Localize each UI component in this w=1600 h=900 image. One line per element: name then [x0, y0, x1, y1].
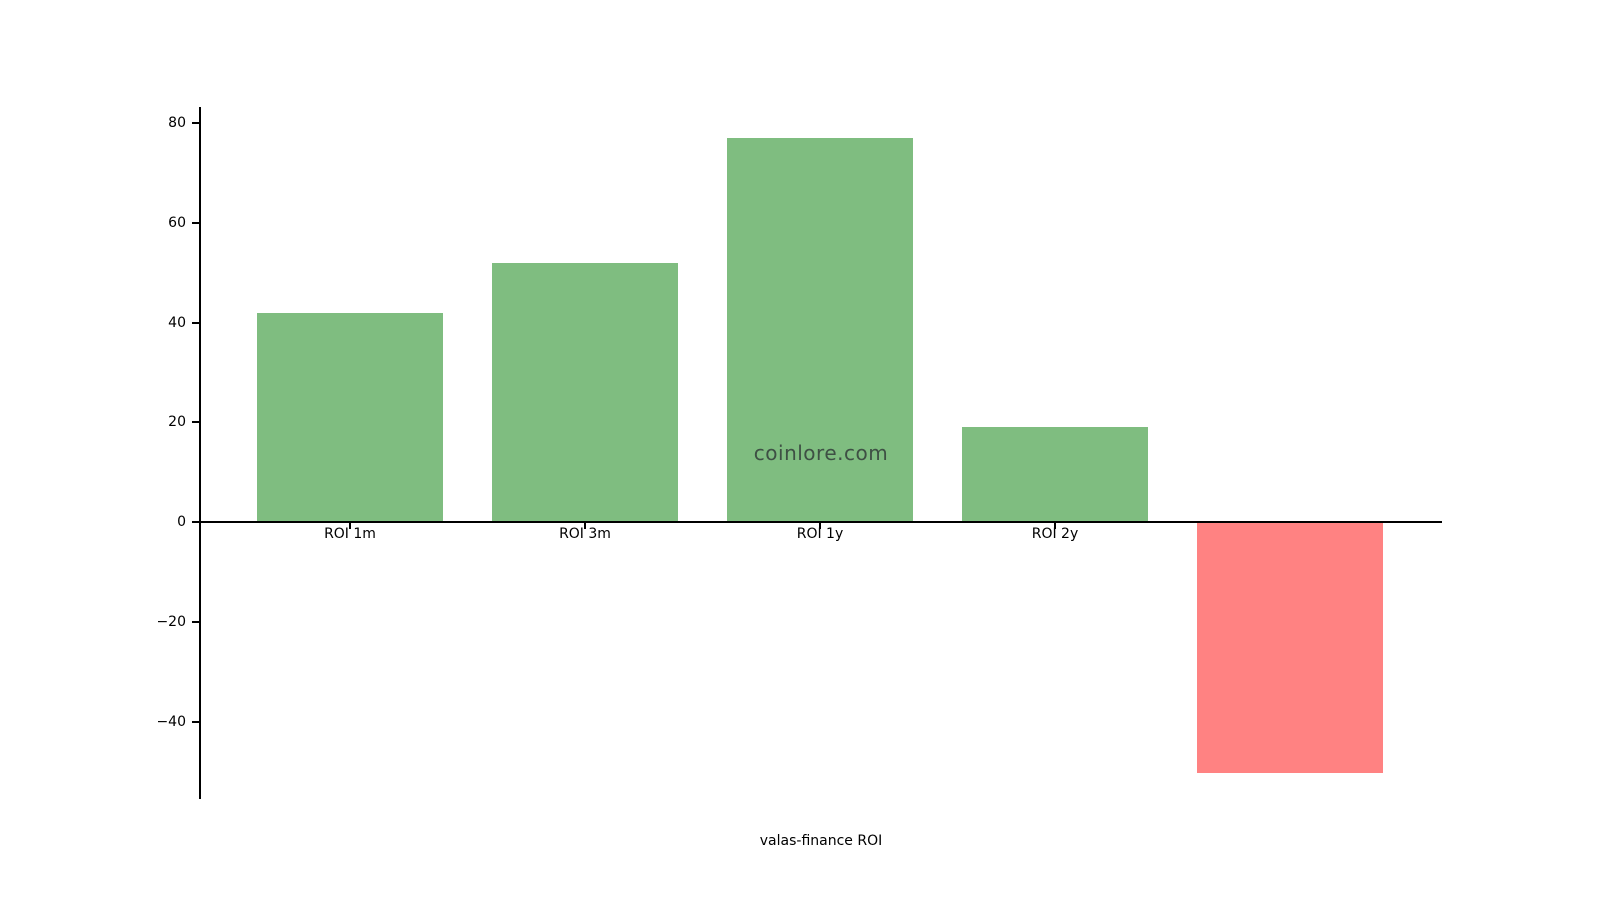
y-tick-label: 0 [177, 514, 186, 531]
y-tick-mark [192, 121, 200, 124]
y-tick-mark [192, 720, 200, 723]
watermark-text: coinlore.com [753, 441, 889, 465]
chart-title: valas-finance ROI [759, 833, 883, 849]
y-axis-line [199, 107, 201, 799]
x-tick-mark [584, 523, 586, 530]
x-tick-mark [819, 523, 821, 530]
y-tick-label: 80 [168, 114, 186, 131]
chart-plot-area: coinlore.com 80 60 40 20 0 −20 −40 ROI 1m ROI 3m… [156, 107, 1442, 799]
y-tick-label: 60 [168, 214, 186, 231]
y-tick-mark [192, 620, 200, 623]
y-tick-mark [192, 421, 200, 424]
y-tick-mark [192, 521, 200, 524]
x-tick-label: ROI 1m [324, 526, 376, 543]
y-tick-label: −20 [156, 613, 186, 630]
x-tick-mark [1054, 523, 1056, 530]
bar-unlabeled [1197, 523, 1383, 773]
bar-roi-2y [962, 427, 1148, 523]
bar-roi-1y [727, 137, 913, 523]
x-axis-zero-line [200, 521, 1442, 524]
x-tick-label: ROI 2y [1031, 526, 1079, 543]
bar-roi-3m [492, 262, 678, 523]
y-tick-label: −40 [156, 713, 186, 730]
bar-roi-1m [257, 312, 443, 523]
y-tick-mark [192, 221, 200, 224]
y-tick-label: 20 [168, 414, 186, 431]
x-tick-mark [349, 523, 351, 530]
y-tick-label: 40 [168, 314, 186, 331]
x-tick-label: ROI 1y [796, 526, 844, 543]
x-tick-label: ROI 3m [559, 526, 611, 543]
y-tick-mark [192, 321, 200, 324]
